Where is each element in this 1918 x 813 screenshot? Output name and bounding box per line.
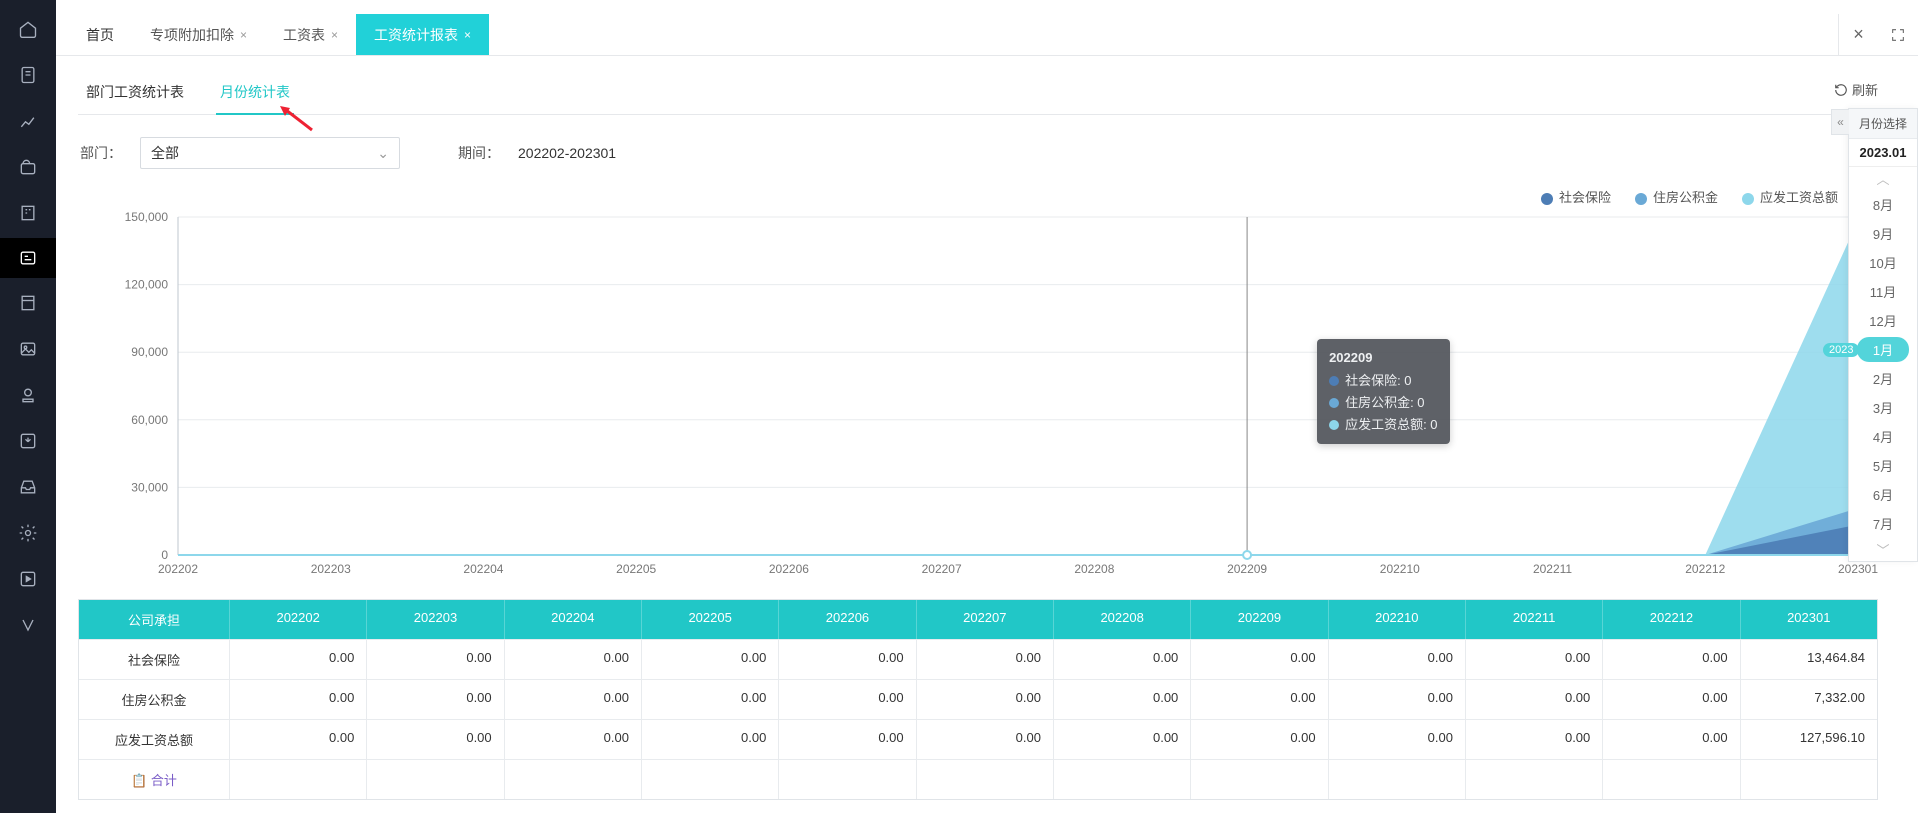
table-row: 社会保险0.000.000.000.000.000.000.000.000.00… xyxy=(79,639,1877,679)
tab-label: 专项附加扣除 xyxy=(150,25,234,45)
wallet-icon[interactable] xyxy=(17,156,39,178)
stamp-icon[interactable] xyxy=(17,384,39,406)
scroll-up-icon[interactable]: ︿ xyxy=(1849,167,1917,190)
chart-tooltip: 202209社会保险: 0住房公积金: 0应发工资总额: 0 xyxy=(1317,339,1449,443)
building-icon[interactable] xyxy=(17,202,39,224)
filter-row: 部门： 全部 ⌄ 期间： 202202-202301 xyxy=(78,115,1918,179)
svg-text:202301: 202301 xyxy=(1838,562,1878,576)
month-panel-header: « 月份选择 xyxy=(1849,109,1917,139)
legend-label: 应发工资总额 xyxy=(1760,190,1838,205)
month-item[interactable]: 4月 xyxy=(1849,422,1917,451)
close-icon[interactable]: × xyxy=(240,28,247,42)
collapse-handle[interactable]: « xyxy=(1831,109,1849,135)
subtab-month[interactable]: 月份统计表 xyxy=(216,76,294,114)
period-label: 期间： xyxy=(458,143,500,163)
content-area: 部门工资统计表 月份统计表 刷新 部门： 全部 ⌄ 期间： 202202-202… xyxy=(56,56,1918,813)
tab-salary[interactable]: 工资表 × xyxy=(265,14,356,55)
legend-item[interactable]: 住房公积金 xyxy=(1635,187,1718,206)
svg-text:60,000: 60,000 xyxy=(131,413,168,427)
play-icon[interactable] xyxy=(17,568,39,590)
svg-text:90,000: 90,000 xyxy=(131,345,168,359)
salary-chart: 0 30,000 60,000 90,000 120,000 150,000 202202 2… xyxy=(78,211,1878,585)
svg-text:202206: 202206 xyxy=(769,562,809,576)
chart-icon[interactable] xyxy=(17,110,39,132)
svg-text:202211: 202211 xyxy=(1533,562,1572,576)
table-row: 应发工资总额0.000.000.000.000.000.000.000.000.… xyxy=(79,719,1877,759)
month-item[interactable]: 3月 xyxy=(1849,393,1917,422)
export-icon[interactable] xyxy=(17,430,39,452)
refresh-button[interactable]: 刷新 xyxy=(1834,80,1878,99)
fullscreen-toggle[interactable] xyxy=(1878,14,1918,55)
dept-select[interactable]: 全部 ⌄ xyxy=(140,137,400,169)
close-icon[interactable]: × xyxy=(464,28,471,42)
svg-text:0: 0 xyxy=(161,548,168,562)
scroll-down-icon[interactable]: ﹀ xyxy=(1849,538,1917,561)
svg-text:150,000: 150,000 xyxy=(125,211,169,224)
tab-home[interactable]: 首页 xyxy=(68,14,132,55)
left-sidebar xyxy=(0,0,56,813)
month-item[interactable]: 10月 xyxy=(1849,248,1917,277)
inbox-icon[interactable] xyxy=(17,476,39,498)
svg-text:30,000: 30,000 xyxy=(131,480,168,494)
refresh-label: 刷新 xyxy=(1852,80,1878,99)
month-item[interactable]: 7月 xyxy=(1849,509,1917,538)
month-item[interactable]: 12月 xyxy=(1849,306,1917,335)
refresh-icon xyxy=(1834,83,1848,97)
tab-salary-report[interactable]: 工资统计报表 × xyxy=(356,14,489,55)
chevron-down-icon: ⌄ xyxy=(377,145,389,162)
dept-label: 部门： xyxy=(80,143,122,163)
period-value: 202202-202301 xyxy=(518,145,616,161)
tab-home-label: 首页 xyxy=(86,25,114,45)
tab-deduction[interactable]: 专项附加扣除 × xyxy=(132,14,265,55)
year-selected[interactable]: 2023.01 xyxy=(1849,139,1917,167)
v-icon[interactable] xyxy=(17,614,39,636)
subtab-dept[interactable]: 部门工资统计表 xyxy=(82,76,188,114)
svg-text:202203: 202203 xyxy=(311,562,351,576)
doc-icon[interactable] xyxy=(17,64,39,86)
month-item[interactable]: 5月 xyxy=(1849,451,1917,480)
data-table: 公司承担202202202203202204202205202206202207… xyxy=(78,599,1878,800)
chart-container: 社会保险 住房公积金 应发工资总额 0 30,000 60,000 90,000 120… xyxy=(78,187,1878,585)
image-icon[interactable] xyxy=(17,338,39,360)
svg-text:202209: 202209 xyxy=(1227,562,1267,576)
tab-label: 工资统计报表 xyxy=(374,25,458,45)
svg-text:202208: 202208 xyxy=(1074,562,1114,576)
legend-item[interactable]: 应发工资总额 xyxy=(1742,187,1838,206)
month-item[interactable]: 20231月 xyxy=(1857,337,1909,362)
month-item[interactable]: 8月 xyxy=(1849,190,1917,219)
svg-text:202202: 202202 xyxy=(158,562,198,576)
dept-value: 全部 xyxy=(151,143,179,163)
payroll-icon[interactable] xyxy=(0,238,56,278)
svg-text:202204: 202204 xyxy=(463,562,503,576)
close-icon[interactable]: × xyxy=(331,28,338,42)
sub-tabs: 部门工资统计表 月份统计表 刷新 xyxy=(78,76,1918,115)
chart-legend: 社会保险 住房公积金 应发工资总额 xyxy=(1541,187,1838,206)
tab-label: 工资表 xyxy=(283,25,325,45)
svg-text:120,000: 120,000 xyxy=(125,278,169,292)
legend-dot xyxy=(1742,193,1754,205)
svg-text:202207: 202207 xyxy=(922,562,962,576)
month-item[interactable]: 2月 xyxy=(1849,364,1917,393)
tab-bar: 首页 专项附加扣除 × 工资表 × 工资统计报表 × × xyxy=(56,14,1918,56)
month-panel-title: 月份选择 xyxy=(1859,117,1907,131)
legend-dot xyxy=(1541,193,1553,205)
legend-label: 社会保险 xyxy=(1559,190,1611,205)
gear-icon[interactable] xyxy=(17,522,39,544)
template-icon[interactable] xyxy=(17,292,39,314)
table-row: 住房公积金0.000.000.000.000.000.000.000.000.0… xyxy=(79,679,1877,719)
month-picker-panel: « 月份选择 2023.01 ︿ 8月9月10月11月12月20231月2月3月… xyxy=(1848,108,1918,562)
month-item[interactable]: 9月 xyxy=(1849,219,1917,248)
svg-text:202205: 202205 xyxy=(616,562,656,576)
month-item[interactable]: 6月 xyxy=(1849,480,1917,509)
svg-text:202212: 202212 xyxy=(1685,562,1725,576)
legend-item[interactable]: 社会保险 xyxy=(1541,187,1611,206)
home-icon[interactable] xyxy=(17,18,39,40)
legend-dot xyxy=(1635,193,1647,205)
close-all-tabs[interactable]: × xyxy=(1838,14,1878,55)
legend-label: 住房公积金 xyxy=(1653,190,1718,205)
month-item[interactable]: 11月 xyxy=(1849,277,1917,306)
table-row-total: 📋 合计 xyxy=(79,759,1877,799)
svg-text:202210: 202210 xyxy=(1380,562,1420,576)
